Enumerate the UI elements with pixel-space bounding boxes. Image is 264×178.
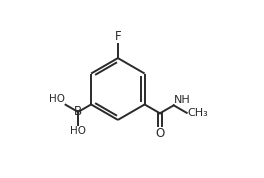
Text: B: B bbox=[74, 105, 82, 119]
Text: CH₃: CH₃ bbox=[188, 108, 208, 118]
Text: O: O bbox=[155, 127, 164, 140]
Text: NH: NH bbox=[174, 95, 191, 105]
Text: HO: HO bbox=[49, 94, 65, 104]
Text: HO: HO bbox=[70, 126, 86, 136]
Text: F: F bbox=[115, 30, 121, 43]
